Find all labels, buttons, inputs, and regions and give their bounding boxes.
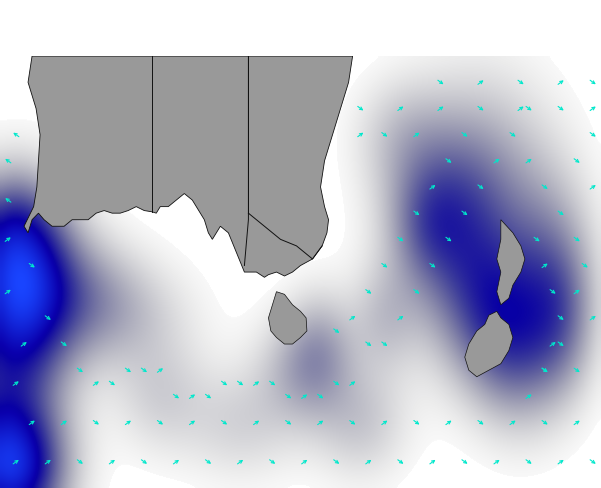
Polygon shape <box>269 292 307 344</box>
Polygon shape <box>497 220 525 305</box>
Polygon shape <box>24 56 353 277</box>
Polygon shape <box>465 311 513 377</box>
